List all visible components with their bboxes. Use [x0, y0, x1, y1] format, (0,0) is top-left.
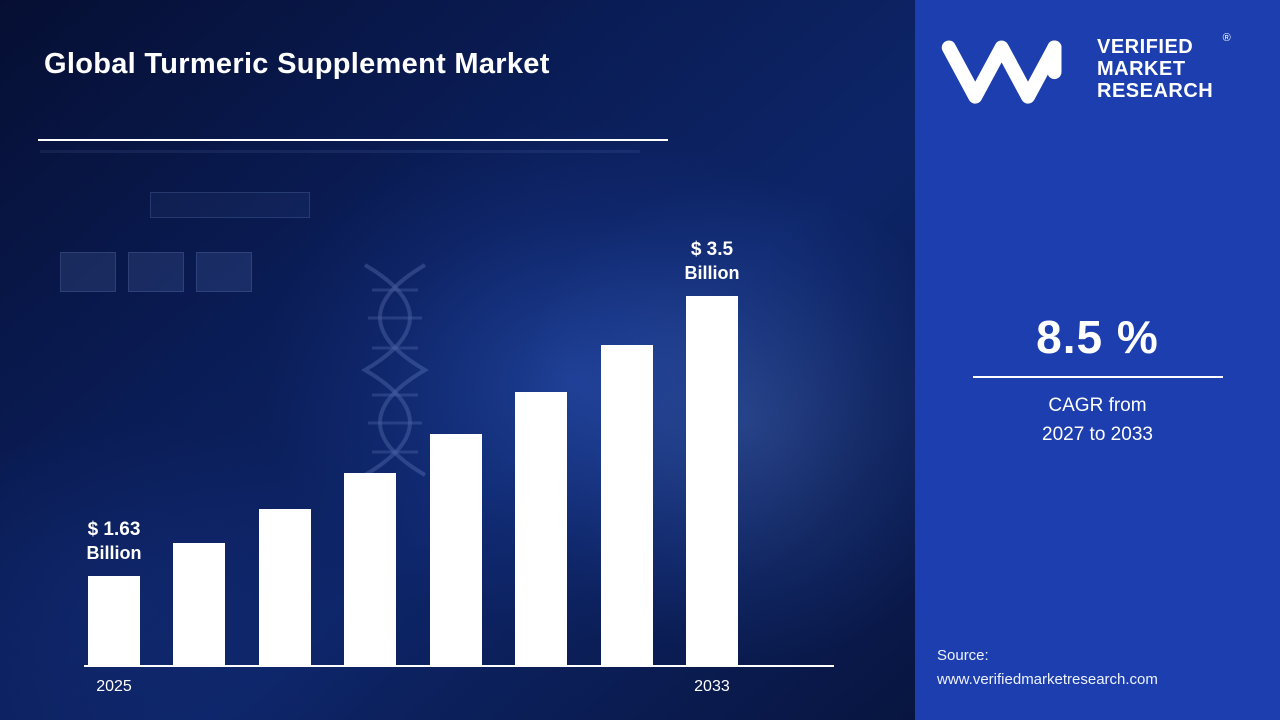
- title-underline: [38, 139, 668, 141]
- cagr-caption-line: CAGR from: [1048, 395, 1147, 416]
- registered-mark: ®: [1222, 32, 1232, 44]
- tech-strip-decoration: [40, 150, 640, 153]
- page-title: Global Turmeric Supplement Market: [44, 48, 550, 80]
- brand-logo: ® VERIFIED MARKET RESEARCH: [937, 32, 1231, 106]
- bar: [600, 345, 653, 666]
- bar-value-label: $ 3.5 Billion: [684, 238, 740, 283]
- x-axis-tick-label: 2033: [694, 678, 730, 695]
- bar: [344, 473, 397, 666]
- brand-line: VERIFIED: [1097, 36, 1194, 58]
- bar-column: [258, 286, 311, 666]
- bar-column: [173, 286, 226, 666]
- brand-line: MARKET: [1097, 58, 1186, 80]
- bar-column: $ 1.63 Billion 2025: [87, 286, 142, 695]
- bar: [429, 434, 482, 666]
- info-sidebar: ® VERIFIED MARKET RESEARCH 8.5 % CAGR fr…: [915, 0, 1280, 720]
- bar-value-label: $ 1.63 Billion: [86, 518, 142, 563]
- vmr-logo-icon: [941, 40, 1062, 104]
- bar: [173, 543, 226, 666]
- bar-column: [515, 286, 568, 666]
- bar-column: [344, 286, 397, 666]
- bar-column: [429, 286, 482, 666]
- source-url[interactable]: www.verifiedmarketresearch.com: [937, 671, 1158, 688]
- bar: [258, 509, 311, 666]
- brand-line: RESEARCH: [1097, 80, 1214, 102]
- source-label: Source:: [937, 647, 989, 664]
- x-axis-line: [84, 665, 834, 667]
- dna-decoration: [361, 263, 429, 477]
- cagr-caption-line: 2027 to 2033: [1042, 423, 1153, 445]
- source-attribution: Source: www.verifiedmarketresearch.com: [937, 644, 1158, 692]
- folder-shape-decoration: [60, 252, 116, 292]
- bar-chart: $ 1.63 Billion 2025 $ 3.5 Billion 2033: [87, 239, 740, 695]
- cagr-value: 8.5 %: [1036, 311, 1159, 363]
- bar-column: [600, 286, 653, 666]
- bar: [88, 576, 140, 666]
- bar: [685, 296, 738, 666]
- brand-name: ® VERIFIED MARKET RESEARCH: [1097, 32, 1231, 102]
- cagr-underline: [973, 376, 1223, 378]
- bar: [515, 392, 568, 666]
- x-axis-tick-label: 2025: [96, 678, 132, 695]
- tech-strip-decoration: [150, 192, 310, 218]
- chart-panel: Global Turmeric Supplement Market $ 1.63…: [0, 0, 915, 720]
- bar-column: $ 3.5 Billion 2033: [684, 239, 739, 695]
- cagr-caption: CAGR from 2027 to 2033: [915, 392, 1280, 449]
- folder-shape-decoration: [196, 252, 252, 292]
- folder-shape-decoration: [128, 252, 184, 292]
